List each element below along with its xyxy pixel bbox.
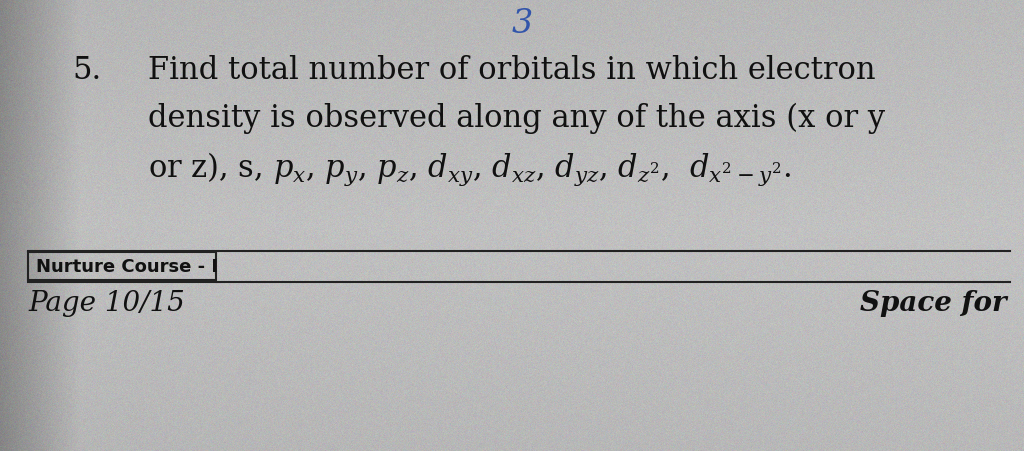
Text: density is observed along any of the axis (x or y: density is observed along any of the axi… <box>148 103 885 134</box>
Text: Space for: Space for <box>860 290 1007 316</box>
Text: or z), s, $p_x$, $p_y$, $p_z$, $d_{xy}$, $d_{xz}$, $d_{yz}$, $d_{z^2}$,  $d_{x^2: or z), s, $p_x$, $p_y$, $p_z$, $d_{xy}$,… <box>148 151 791 188</box>
Text: 3: 3 <box>512 8 534 40</box>
Text: 5.: 5. <box>72 55 101 86</box>
Text: Find total number of orbitals in which electron: Find total number of orbitals in which e… <box>148 55 876 86</box>
Text: Page 10/15: Page 10/15 <box>28 290 184 316</box>
Text: Nurture Course - I: Nurture Course - I <box>36 258 218 276</box>
